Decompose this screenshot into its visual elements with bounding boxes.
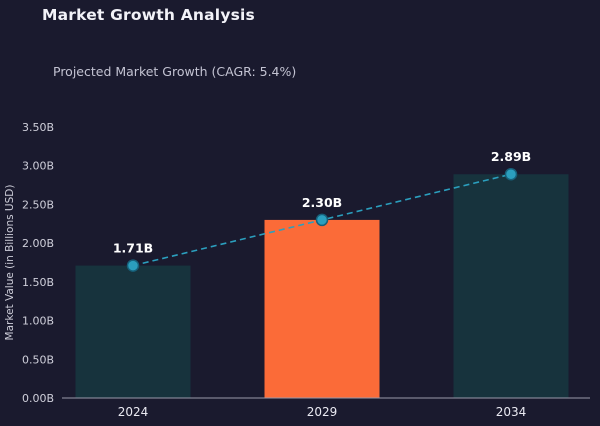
chart-subtitle: Projected Market Growth (CAGR: 5.4%) [53,64,297,79]
y-tick-label: 3.50B [22,121,54,134]
y-tick-label: 1.50B [22,276,54,289]
y-tick-label: 2.50B [22,198,54,211]
value-label-2029: 2.30B [302,195,342,210]
x-tick-label-2029: 2029 [307,405,338,419]
x-tick-label-2034: 2034 [496,405,527,419]
bar-2024 [75,265,191,398]
data-point-2024 [126,259,140,272]
y-axis-title: Market Value (in Billions USD) [4,185,16,341]
bar-2029 [264,219,380,398]
y-tick-label: 1.00B [22,315,54,328]
value-label-2034: 2.89B [491,149,531,164]
y-tick-label: 3.00B [22,160,54,173]
chart-title: Market Growth Analysis [42,6,255,24]
y-tick-label: 0.50B [22,353,54,366]
value-label-2024: 1.71B [113,241,153,256]
data-point-2029 [315,213,329,227]
y-tick-label: 0.00B [22,392,54,405]
bar-2034 [453,174,569,398]
x-tick-label-2024: 2024 [118,405,149,419]
y-tick-label: 2.00B [22,237,54,250]
data-point-2034 [504,167,518,181]
